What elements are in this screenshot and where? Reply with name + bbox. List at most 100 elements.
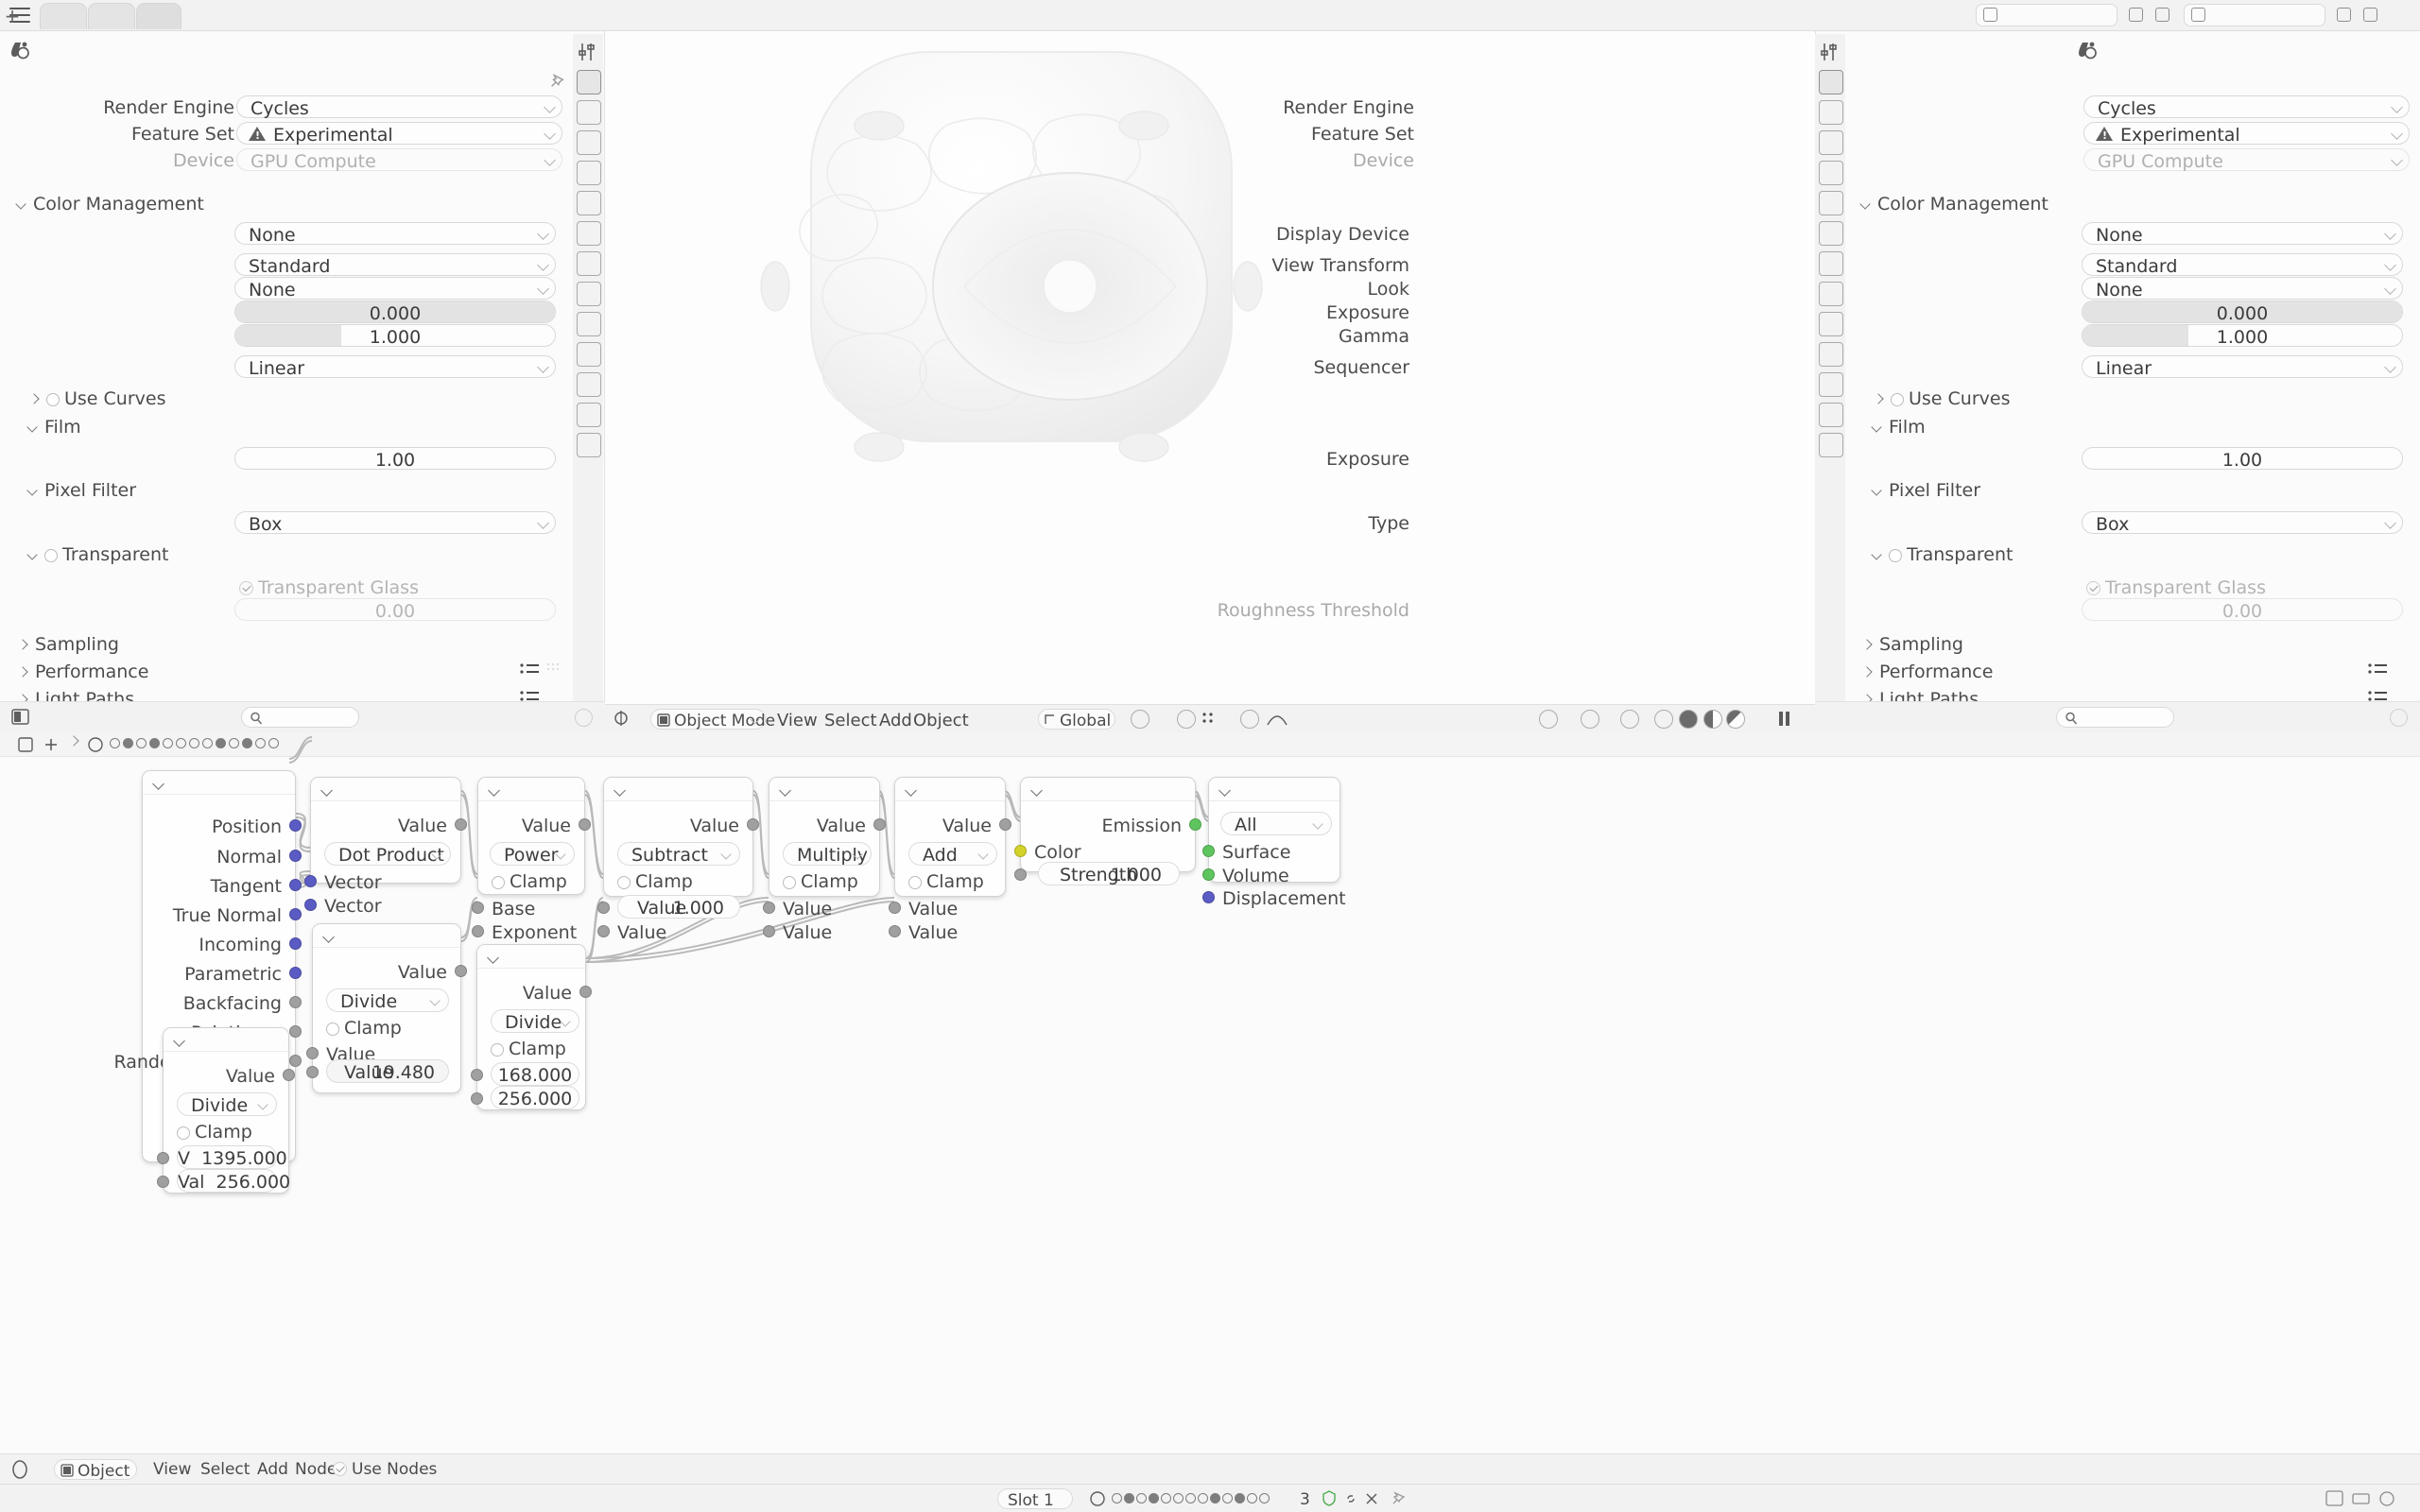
render-engine-dropdown[interactable]: Cycles	[2083, 95, 2410, 119]
value-field-b[interactable]: Val 256.000	[177, 1169, 290, 1193]
tab-physics-properties-r[interactable]	[1819, 312, 1843, 336]
tab-data-properties[interactable]	[577, 372, 601, 397]
remove-view-layer-icon[interactable]	[2363, 8, 2377, 22]
roughness-threshold-field[interactable]: 0.00	[2082, 598, 2403, 622]
workspace-tab-3[interactable]	[136, 3, 182, 29]
tab-material-properties-r[interactable]	[1819, 403, 1843, 427]
tab-data-properties-r[interactable]	[1819, 372, 1843, 397]
section-performance-r[interactable]: Performance	[1861, 662, 1993, 682]
tab-modifier-properties-r[interactable]	[1819, 251, 1843, 276]
node-math-divide-1395[interactable]: Value Divide Clamp V 1395.000 Val 256.00…	[157, 1027, 295, 1194]
shield-icon[interactable]	[1322, 1490, 1337, 1506]
chevron-down-icon[interactable]	[173, 1035, 185, 1047]
row-transparent-glass[interactable]: Transparent Glass	[239, 577, 419, 598]
slot-selector[interactable]: Slot 1	[997, 1488, 1073, 1510]
film-exposure-field[interactable]: 1.00	[2082, 447, 2403, 471]
socket-value-out[interactable]	[747, 818, 759, 831]
look-dropdown[interactable]: None	[2082, 277, 2403, 301]
view-transform-dropdown[interactable]: Standard	[234, 253, 556, 277]
roughness-threshold-field[interactable]: 0.00	[234, 598, 556, 622]
snap-magnet-icon[interactable]	[1177, 710, 1196, 729]
pin-icon[interactable]	[548, 73, 565, 90]
node-menu-view[interactable]: View	[153, 1460, 192, 1479]
node-menu-node[interactable]: Node	[295, 1460, 337, 1479]
socket-value-in-1[interactable]	[157, 1152, 169, 1164]
display-device-dropdown[interactable]: None	[2082, 222, 2403, 246]
section-color-management-r[interactable]: Color Management	[1859, 194, 2048, 215]
tab-render-properties-r[interactable]	[1819, 70, 1843, 94]
chevron-down-icon[interactable]	[779, 784, 791, 797]
section-film-r[interactable]: Film	[1871, 417, 1926, 438]
properties-search-input[interactable]	[241, 707, 359, 728]
list-icon[interactable]	[520, 690, 541, 705]
chevron-down-icon[interactable]	[614, 784, 626, 797]
list-icon[interactable]	[2368, 690, 2389, 705]
section-transparent-r[interactable]: Transparent	[1871, 544, 2014, 565]
node-header[interactable]	[477, 945, 585, 969]
view-layer-selector[interactable]	[2184, 4, 2325, 26]
pin-icon[interactable]	[1390, 1490, 1407, 1507]
tab-object-properties[interactable]	[577, 221, 601, 246]
gamma-slider[interactable]: 1.000	[234, 324, 556, 347]
exposure-slider[interactable]: 0.000	[2082, 301, 2403, 323]
use-curves-checkbox[interactable]	[46, 393, 60, 406]
node-material-output[interactable]: All Surface Volume Displacement	[1202, 777, 1346, 909]
properties-search-input-r[interactable]	[2056, 707, 2174, 728]
viewport-menu-object[interactable]: Object	[913, 711, 969, 730]
tab-modifier-properties[interactable]	[577, 251, 601, 276]
socket-displacement[interactable]	[1202, 891, 1215, 903]
new-view-layer-icon[interactable]	[2337, 8, 2351, 22]
overlays-icon[interactable]	[1581, 710, 1599, 729]
drag-handle-icon[interactable]	[546, 662, 563, 672]
film-exposure-field[interactable]: 1.00	[234, 447, 556, 471]
editor-type-icon[interactable]	[613, 710, 633, 729]
chevron-down-icon[interactable]	[320, 784, 333, 797]
filter-type-dropdown[interactable]: Box	[234, 511, 556, 535]
math-operation-dropdown[interactable]: Divide	[177, 1092, 277, 1116]
math-operation-dropdown[interactable]: Subtract	[617, 842, 740, 866]
node-header[interactable]	[311, 778, 460, 801]
shader-node-editor[interactable]: Position Normal Tangent True Normal Inco…	[0, 732, 2420, 1484]
workspace-tab-2[interactable]	[88, 3, 135, 29]
socket-random-per-island[interactable]	[289, 1055, 302, 1067]
render-engine-dropdown[interactable]: Cycles	[236, 95, 562, 119]
section-sampling-r[interactable]: Sampling	[1861, 634, 1963, 655]
transparent-glass-checkbox[interactable]	[239, 581, 253, 595]
chevron-down-icon[interactable]	[905, 784, 917, 797]
socket-value-out[interactable]	[579, 986, 592, 998]
clamp-toggle[interactable]: Clamp	[492, 871, 567, 892]
socket-parametric[interactable]	[289, 967, 302, 979]
section-color-management[interactable]: Color Management	[15, 194, 204, 215]
viewport-menu-add[interactable]: Add	[879, 711, 912, 730]
transparent-glass-checkbox[interactable]	[2086, 581, 2100, 595]
socket-value-in-1[interactable]	[306, 1047, 319, 1059]
socket-pointiness[interactable]	[289, 1025, 302, 1038]
clamp-toggle[interactable]: Clamp	[177, 1122, 252, 1143]
device-dropdown[interactable]: GPU Compute	[236, 148, 562, 172]
tab-texture-properties-r[interactable]	[1819, 433, 1843, 457]
node-vector-math-dot-product[interactable]: Value Dot Product Vector Vector	[304, 777, 467, 917]
section-pixel-filter[interactable]: Pixel Filter	[26, 480, 136, 501]
math-operation-dropdown[interactable]: Divide	[326, 988, 449, 1012]
chevron-down-icon[interactable]	[1219, 784, 1231, 797]
node-header[interactable]	[604, 778, 752, 801]
chevron-down-icon[interactable]	[152, 778, 164, 790]
math-operation-dropdown[interactable]: Power	[490, 842, 575, 866]
toggle-use-curves[interactable]: Use Curves	[28, 388, 166, 409]
vector-math-operation-dropdown[interactable]: Dot Product	[324, 842, 451, 866]
socket-surface[interactable]	[1202, 845, 1215, 857]
socket-value-out[interactable]	[283, 1069, 295, 1081]
hamburger-icon[interactable]	[9, 8, 30, 24]
show-gizmo-icon[interactable]	[1539, 710, 1558, 729]
socket-base[interactable]	[472, 902, 484, 914]
socket-value-in-2[interactable]	[306, 1066, 319, 1078]
proportional-falloff-icon[interactable]	[1267, 711, 1288, 728]
interaction-mode-dropdown[interactable]: Object Mode	[650, 709, 775, 730]
node-header[interactable]	[164, 1028, 288, 1052]
tab-particle-properties[interactable]	[577, 282, 601, 306]
tab-world-properties[interactable]	[577, 191, 601, 215]
viewport-menu-select[interactable]: Select	[824, 711, 877, 730]
socket-incoming[interactable]	[289, 937, 302, 950]
list-icon[interactable]	[2368, 662, 2389, 678]
socket-backfacing[interactable]	[289, 996, 302, 1008]
